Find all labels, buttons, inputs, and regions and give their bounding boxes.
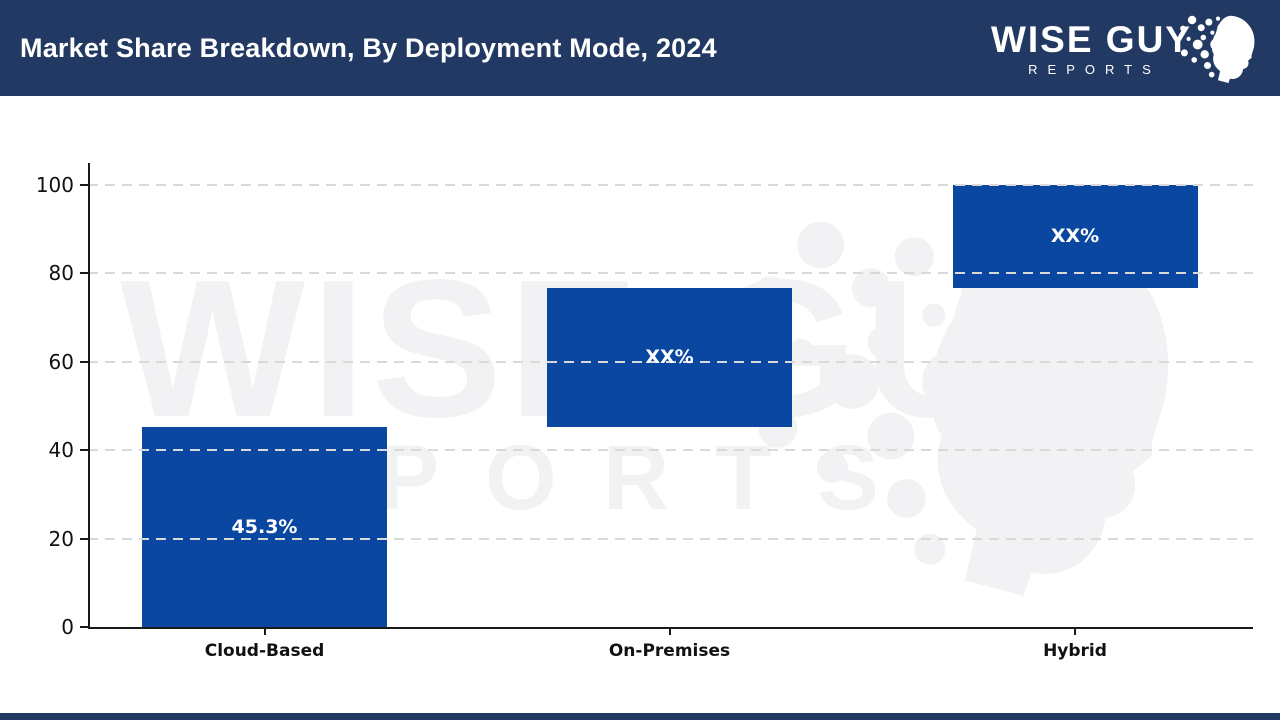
footer-bar	[0, 713, 1280, 720]
logo-wise-guy-text: WISE GUY	[990, 18, 1192, 60]
x-tick-mark	[263, 627, 266, 635]
y-tick-mark	[80, 626, 88, 628]
y-tick-mark	[80, 272, 88, 275]
logo-reports-text: REPORTS	[1028, 61, 1161, 77]
x-category-label: On-Premises	[608, 641, 731, 661]
logo-dotted-face-icon	[1176, 9, 1260, 87]
chart-title: Market Share Breakdown, By Deployment Mo…	[20, 32, 717, 63]
bar	[952, 185, 1198, 288]
y-tick-mark	[80, 184, 88, 186]
gridline	[88, 184, 1253, 186]
bar-value-label: XX%	[1050, 225, 1100, 248]
gridline	[88, 537, 1253, 540]
x-tick-mark	[668, 627, 671, 635]
y-tick-mark	[80, 449, 88, 452]
y-tick-mark	[80, 360, 88, 363]
x-axis-line	[88, 627, 1253, 629]
y-tick-label: 80	[48, 261, 74, 286]
y-tick-label: 0	[61, 615, 74, 639]
y-tick-label: 100	[35, 173, 74, 197]
bar-value-label: 45.3%	[231, 515, 298, 538]
x-category-label: Cloud-Based	[204, 641, 325, 661]
gridline	[88, 449, 1253, 452]
bar	[142, 426, 387, 627]
y-tick-label: 60	[48, 349, 74, 374]
chart-plot-area: WISE GUY REPORTS 0 20 40 60 80 100 45.3% XX% XX%…	[0, 96, 1280, 713]
y-tick-mark	[80, 537, 88, 540]
y-tick-label: 20	[48, 526, 74, 551]
y-axis-line	[88, 163, 90, 629]
bar-value-label: XX%	[645, 346, 694, 369]
header-bar: Market Share Breakdown, By Deployment Mo…	[0, 0, 1280, 96]
gridline	[88, 272, 1253, 275]
x-tick-mark	[1074, 627, 1076, 635]
logo-text: WISE GUY REPORTS	[991, 21, 1192, 76]
x-category-label: Hybrid	[1043, 641, 1107, 661]
wise-guy-reports-logo: WISE GUY REPORTS	[991, 9, 1260, 87]
bar	[547, 287, 792, 427]
y-tick-label: 40	[48, 438, 74, 463]
gridline	[88, 360, 1253, 363]
